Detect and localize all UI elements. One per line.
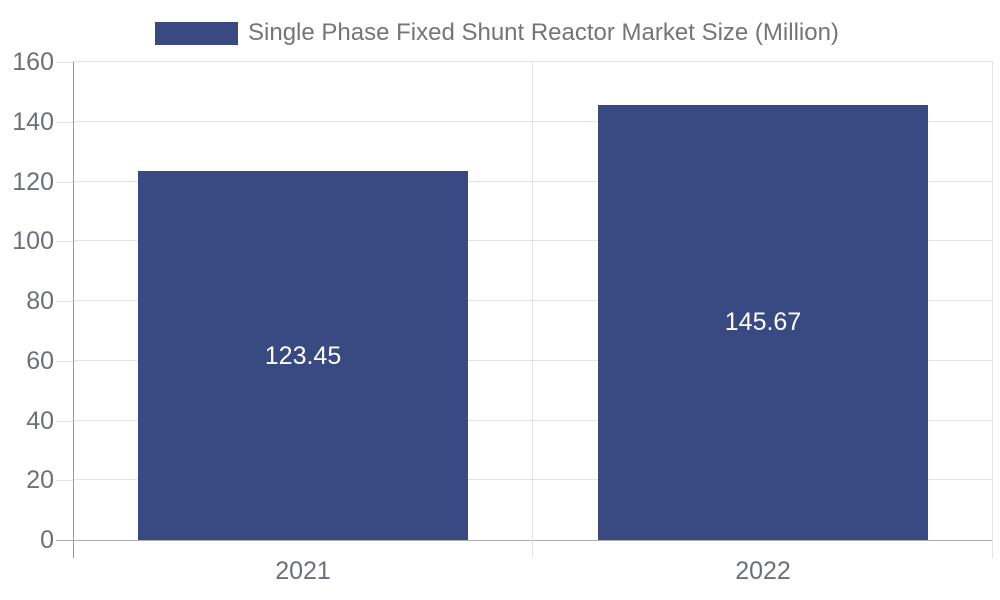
y-axis-tick-label: 100 xyxy=(12,227,54,256)
y-axis-tick-label: 140 xyxy=(12,107,54,136)
plot-area: 123.45 145.67 xyxy=(73,61,993,540)
y-axis-tick xyxy=(56,181,73,183)
gridline-horizontal xyxy=(73,180,993,182)
x-axis-tick-label: 2022 xyxy=(735,557,791,585)
y-axis-tick xyxy=(56,420,73,422)
x-axis-tick-label: 2021 xyxy=(275,557,331,585)
gridline-horizontal xyxy=(73,479,993,481)
legend-swatch xyxy=(155,21,238,45)
y-axis-tick xyxy=(56,301,73,302)
chart-legend[interactable]: Single Phase Fixed Shunt Reactor Market … xyxy=(155,17,839,49)
y-axis-tick-label: 160 xyxy=(12,48,54,76)
y-axis-tick xyxy=(56,241,73,243)
y-axis-tick xyxy=(56,360,73,362)
bar-value-label: 145.67 xyxy=(724,308,802,337)
bar-2022: 145.67 xyxy=(598,104,928,540)
y-axis-tick xyxy=(56,480,73,482)
gridline-vertical xyxy=(992,62,993,540)
gridline-horizontal xyxy=(73,240,993,242)
y-axis-tick-label: 60 xyxy=(26,346,54,375)
y-axis-tick-label: 20 xyxy=(26,466,54,495)
gridline-horizontal xyxy=(73,300,993,301)
y-axis-tick-label: 80 xyxy=(26,287,54,315)
gridline-horizontal xyxy=(73,61,993,62)
gridline-horizontal xyxy=(73,120,993,122)
y-axis-tick-label: 0 xyxy=(40,526,54,554)
legend-label: Single Phase Fixed Shunt Reactor Market … xyxy=(248,19,839,46)
x-axis-line xyxy=(56,540,993,541)
y-axis-tick-label: 120 xyxy=(12,167,54,196)
gridline-horizontal xyxy=(73,419,993,421)
y-axis-tick xyxy=(56,62,73,63)
gridline-vertical xyxy=(532,62,533,540)
x-axis-tick xyxy=(992,540,993,558)
y-axis-tick-label: 40 xyxy=(26,406,54,435)
y-axis-tick xyxy=(56,121,73,123)
x-axis-tick xyxy=(532,540,533,558)
y-axis-line xyxy=(73,62,74,558)
bar-2021: 123.45 xyxy=(138,171,468,540)
gridline-horizontal xyxy=(73,359,993,361)
bar-value-label: 123.45 xyxy=(264,341,342,370)
